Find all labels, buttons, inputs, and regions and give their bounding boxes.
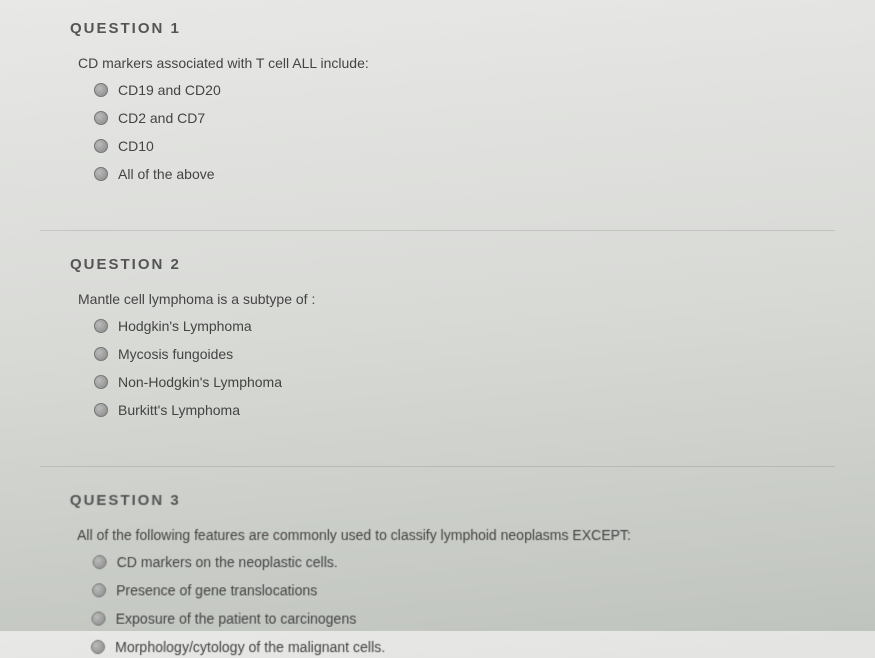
radio-icon[interactable] bbox=[91, 612, 105, 626]
option-row[interactable]: Hodgkin's Lymphoma bbox=[94, 315, 805, 337]
option-label: Exposure of the patient to carcinogens bbox=[115, 611, 356, 627]
option-label: Non-Hodgkin's Lymphoma bbox=[118, 374, 282, 390]
question-divider bbox=[40, 466, 835, 467]
option-row[interactable]: CD2 and CD7 bbox=[94, 107, 805, 129]
question-prompt: All of the following features are common… bbox=[69, 527, 806, 543]
radio-icon[interactable] bbox=[94, 375, 108, 389]
radio-icon[interactable] bbox=[92, 583, 106, 597]
option-label: CD2 and CD7 bbox=[118, 110, 205, 126]
radio-icon[interactable] bbox=[94, 167, 108, 181]
option-label: Burkitt's Lymphoma bbox=[118, 402, 240, 418]
options-list: CD19 and CD20 CD2 and CD7 CD10 All of th… bbox=[70, 79, 805, 185]
option-row[interactable]: Presence of gene translocations bbox=[92, 579, 808, 601]
radio-icon[interactable] bbox=[92, 555, 106, 569]
question-block-3: QUESTION 3 All of the following features… bbox=[0, 492, 875, 658]
option-label: CD10 bbox=[118, 138, 154, 154]
radio-icon[interactable] bbox=[94, 139, 108, 153]
option-label: Presence of gene translocations bbox=[116, 582, 317, 598]
radio-icon[interactable] bbox=[94, 403, 108, 417]
radio-icon[interactable] bbox=[94, 83, 108, 97]
option-row[interactable]: Burkitt's Lymphoma bbox=[94, 399, 805, 421]
radio-icon[interactable] bbox=[94, 319, 108, 333]
option-label: Mycosis fungoides bbox=[118, 346, 233, 362]
question-title: QUESTION 2 bbox=[70, 256, 805, 273]
question-divider bbox=[40, 230, 835, 231]
option-row[interactable]: CD19 and CD20 bbox=[94, 79, 805, 101]
radio-icon[interactable] bbox=[94, 111, 108, 125]
question-prompt: CD markers associated with T cell ALL in… bbox=[70, 55, 805, 71]
option-row[interactable]: Non-Hodgkin's Lymphoma bbox=[94, 371, 805, 393]
option-row[interactable]: Exposure of the patient to carcinogens bbox=[91, 607, 808, 629]
radio-icon[interactable] bbox=[91, 640, 105, 654]
question-block-1: QUESTION 1 CD markers associated with T … bbox=[0, 20, 875, 185]
question-title: QUESTION 3 bbox=[70, 492, 806, 509]
question-title: QUESTION 1 bbox=[70, 20, 805, 37]
option-label: CD19 and CD20 bbox=[118, 82, 221, 98]
option-row[interactable]: CD10 bbox=[94, 135, 805, 157]
option-row[interactable]: Mycosis fungoides bbox=[94, 343, 805, 365]
option-label: CD markers on the neoplastic cells. bbox=[117, 554, 338, 570]
option-label: Hodgkin's Lymphoma bbox=[118, 318, 252, 334]
option-row[interactable]: All of the above bbox=[94, 163, 805, 185]
option-label: All of the above bbox=[118, 166, 215, 182]
option-label: Morphology/cytology of the malignant cel… bbox=[115, 639, 385, 655]
question-prompt: Mantle cell lymphoma is a subtype of : bbox=[70, 291, 805, 307]
option-row[interactable]: CD markers on the neoplastic cells. bbox=[92, 551, 806, 573]
options-list: CD markers on the neoplastic cells. Pres… bbox=[66, 551, 808, 658]
options-list: Hodgkin's Lymphoma Mycosis fungoides Non… bbox=[70, 315, 805, 421]
radio-icon[interactable] bbox=[94, 347, 108, 361]
quiz-container: QUESTION 1 CD markers associated with T … bbox=[0, 0, 875, 657]
option-row[interactable]: Morphology/cytology of the malignant cel… bbox=[91, 636, 809, 658]
question-block-2: QUESTION 2 Mantle cell lymphoma is a sub… bbox=[0, 256, 875, 421]
